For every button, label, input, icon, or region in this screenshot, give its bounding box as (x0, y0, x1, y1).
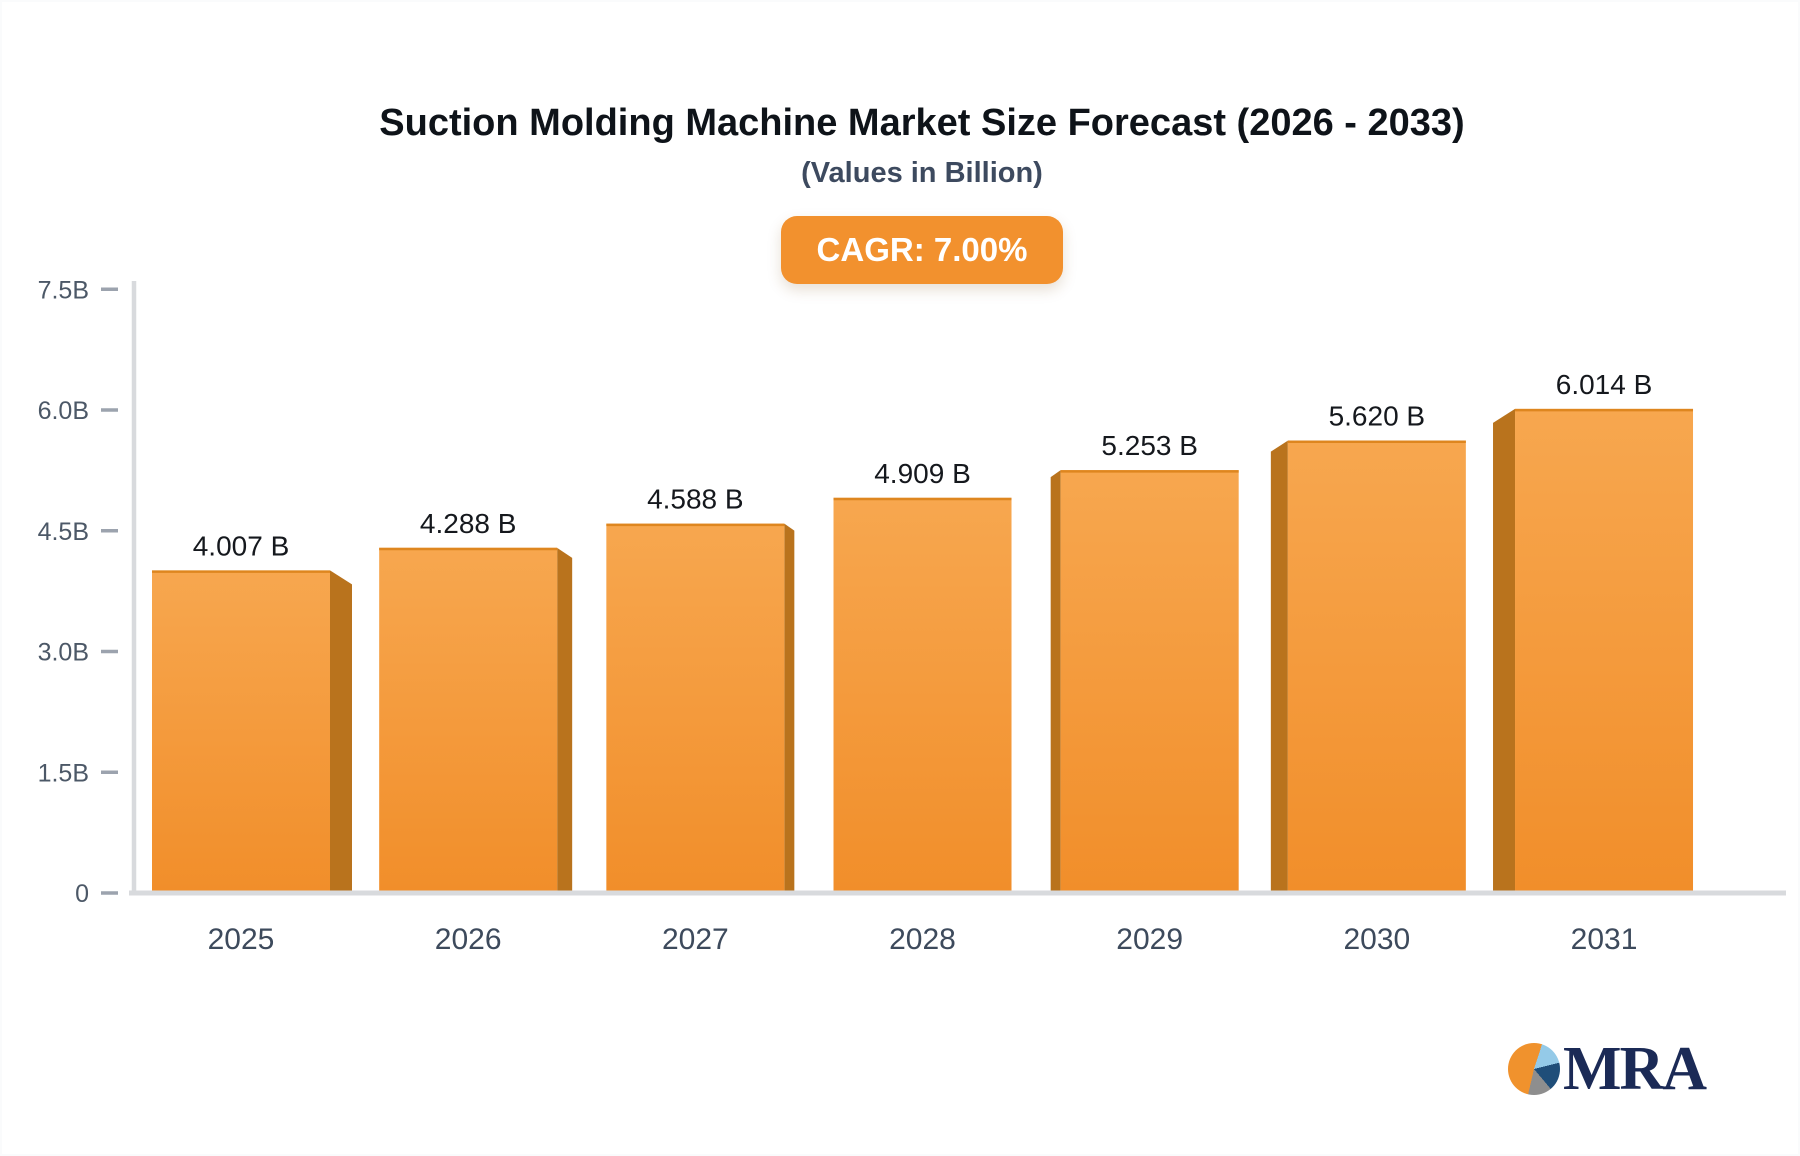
bar-value-label: 4.909 B (874, 458, 971, 489)
mra-logo: MRA (1508, 1035, 1707, 1103)
x-tick-label: 2029 (1116, 923, 1183, 956)
y-tick-label: 3.0B (38, 639, 89, 667)
bar-value-label: 4.588 B (647, 484, 744, 515)
bar-2026 (379, 547, 558, 893)
bar-side-face (784, 523, 795, 893)
bar-value-label: 4.007 B (193, 530, 290, 561)
y-tick-label: 7.5B (38, 276, 89, 304)
chart-title: Suction Molding Machine Market Size Fore… (379, 102, 1465, 144)
bar-2030 (1287, 440, 1466, 893)
cagr-badge: CAGR: 7.00% (780, 216, 1064, 284)
x-tick-label: 2025 (208, 923, 275, 956)
bar-side-face (1270, 440, 1288, 893)
bar-2028 (833, 497, 1012, 893)
bar-value-label: 5.620 B (1329, 401, 1426, 432)
bar-side-face (1493, 408, 1516, 893)
bar-side-face (1050, 470, 1061, 893)
y-tick-label: 4.5B (38, 518, 89, 546)
x-tick-label: 2026 (435, 923, 502, 956)
bar-side-face (330, 570, 352, 893)
y-tick-label: 1.5B (38, 759, 89, 787)
bar-2025 (152, 570, 330, 893)
bar-value-label: 5.253 B (1101, 430, 1198, 461)
y-tick-label: 6.0B (38, 397, 89, 425)
bar-value-label: 4.288 B (420, 508, 517, 539)
x-tick-label: 2031 (1571, 923, 1638, 956)
bar-side-face (557, 547, 573, 893)
bar-2029 (1060, 470, 1239, 893)
x-tick-label: 2028 (889, 923, 956, 956)
x-tick-label: 2027 (662, 923, 729, 956)
mra-pie-icon (1508, 1043, 1560, 1095)
x-tick-label: 2030 (1343, 923, 1410, 956)
chart-subtitle: (Values in Billion) (801, 157, 1043, 189)
y-tick-label: 0 (75, 880, 89, 908)
bar-2031 (1515, 408, 1694, 893)
bar-value-label: 6.014 B (1556, 369, 1653, 400)
chart-header: Suction Molding Machine Market Size Fore… (42, 102, 1798, 284)
bar-2027 (606, 523, 785, 893)
mra-logo-text: MRA (1563, 1035, 1707, 1103)
